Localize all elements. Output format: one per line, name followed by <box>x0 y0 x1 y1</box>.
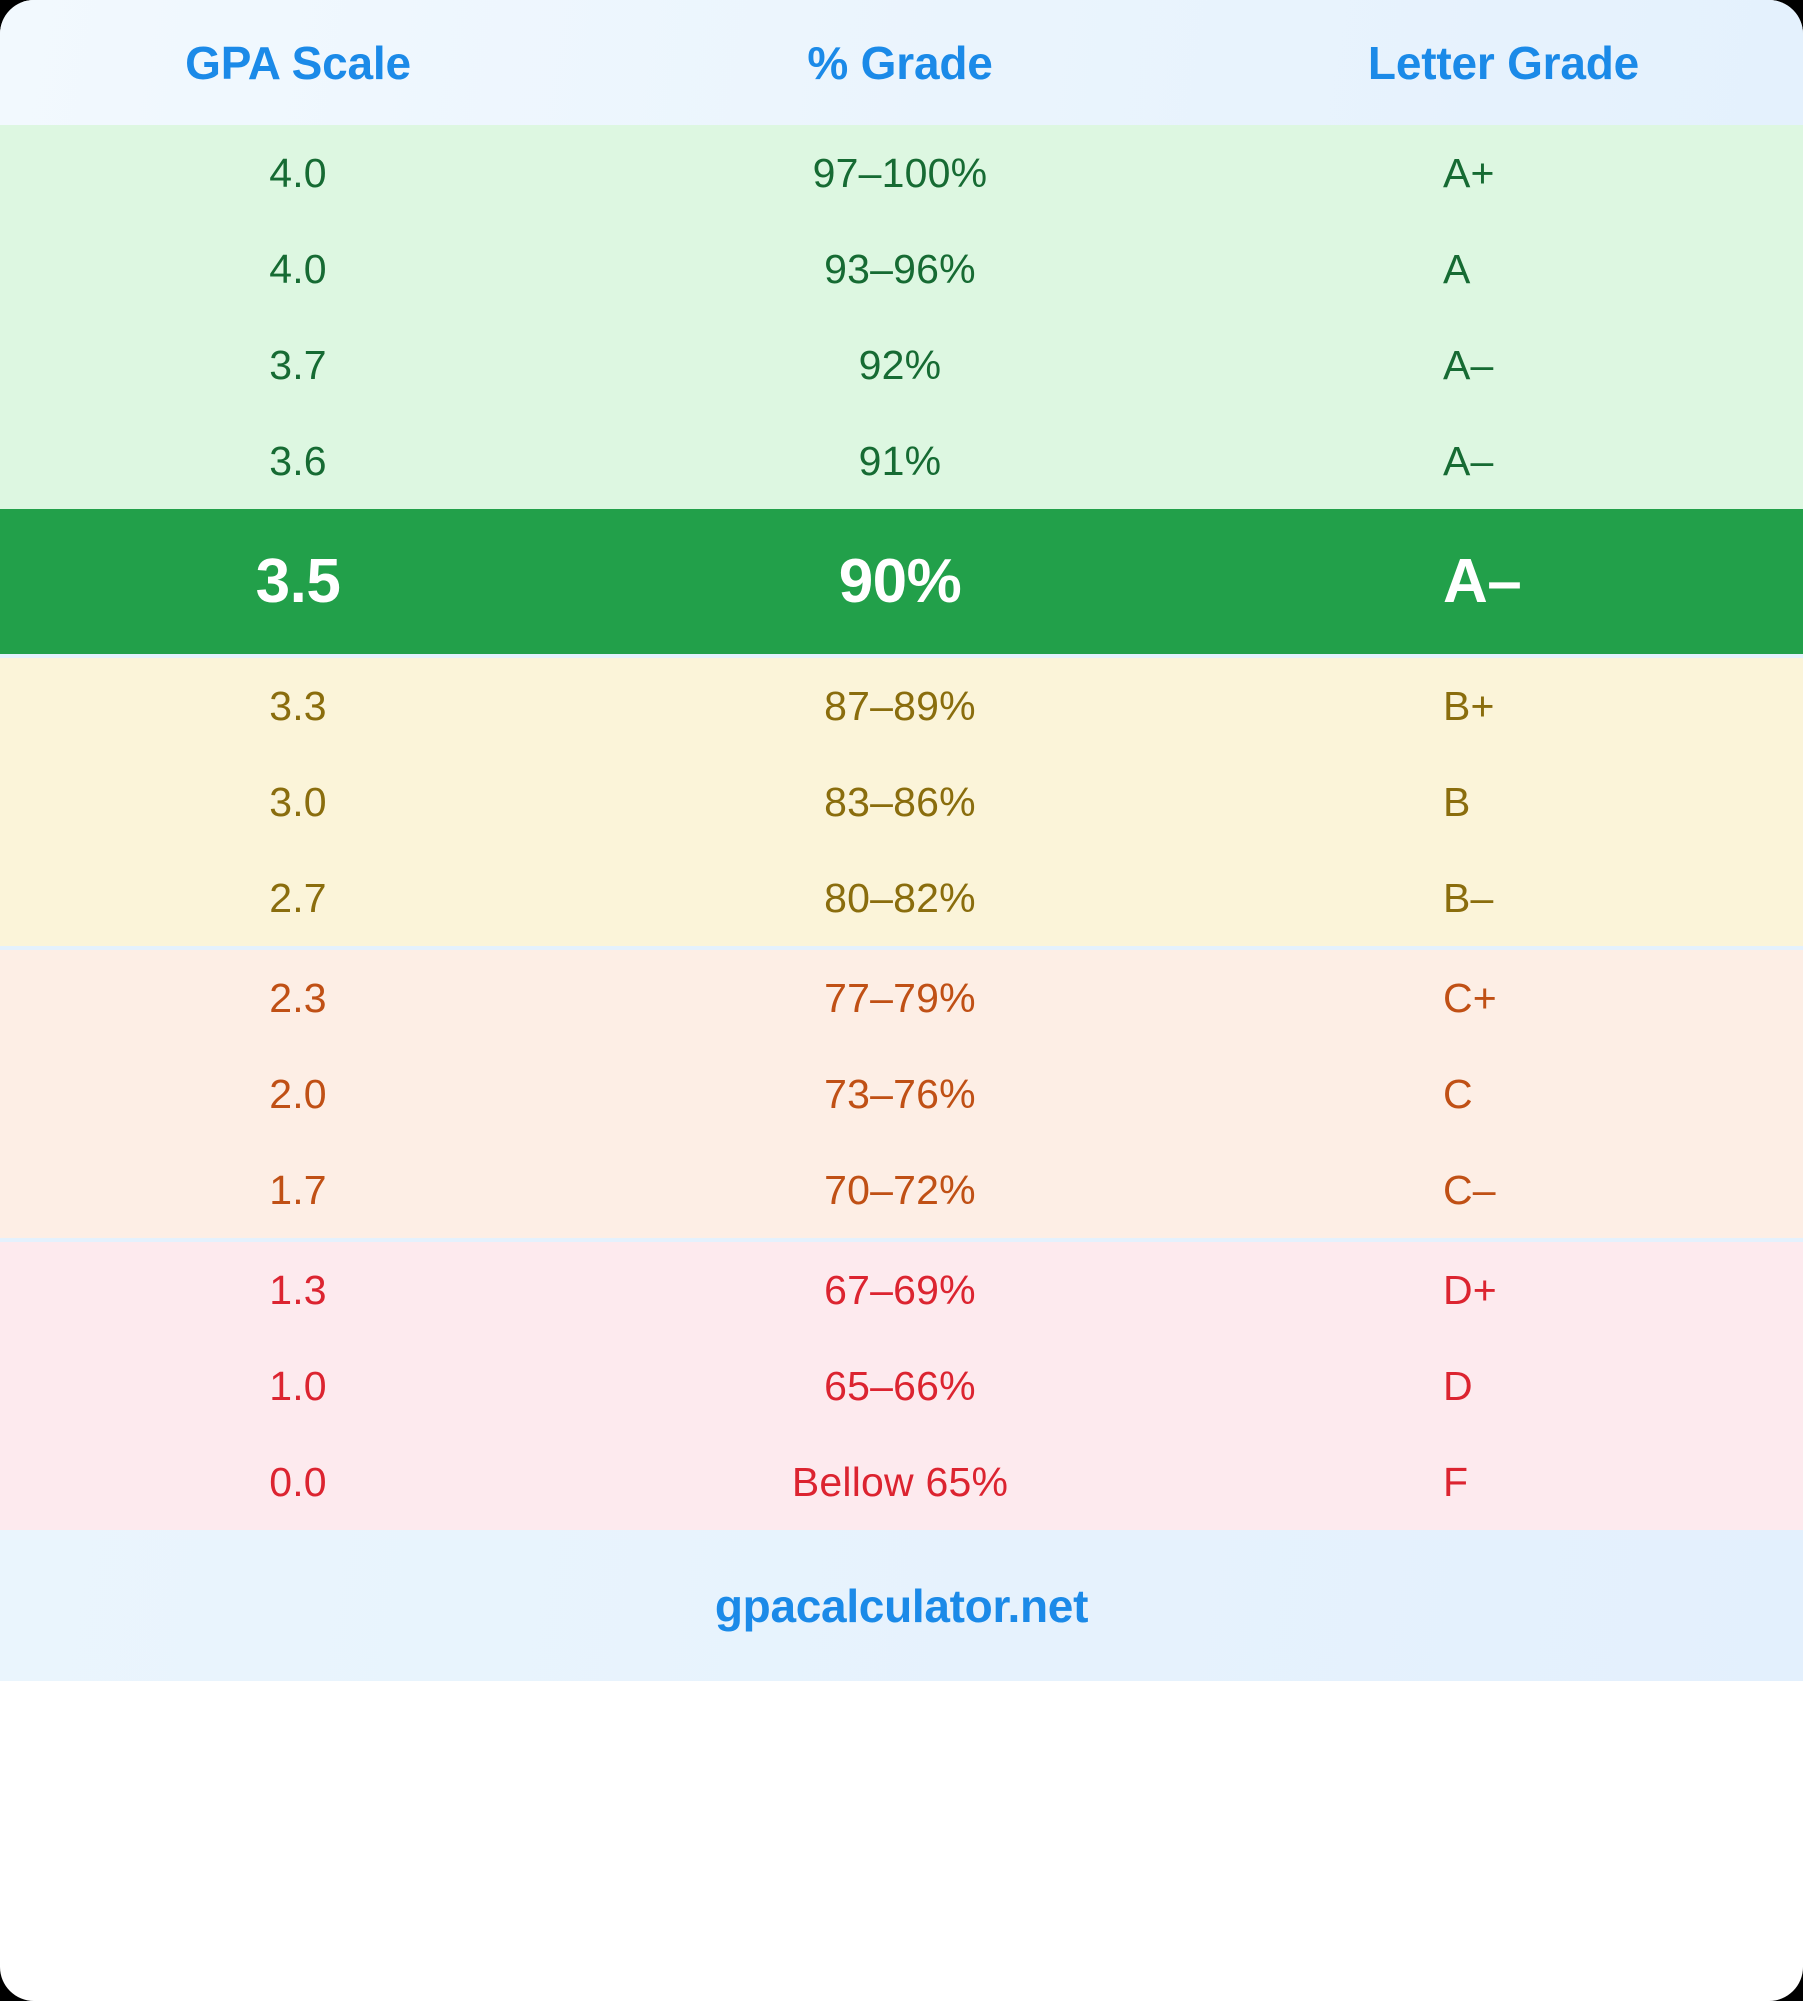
cell-gpa-scale: 1.7 <box>269 1166 327 1213</box>
table-row: 1.3 67–69% D+ <box>0 1242 1803 1338</box>
cell-gpa-scale: 2.7 <box>269 874 327 921</box>
cell-letter-grade: F <box>1443 1458 1469 1505</box>
cell-gpa-scale: 1.3 <box>269 1266 327 1313</box>
cell-letter-grade: C+ <box>1443 974 1497 1021</box>
cell-percent-grade: 91% <box>858 437 942 484</box>
site-brand-label: gpacalculator.net <box>714 1579 1089 1632</box>
cell-percent-grade: 93–96% <box>824 245 976 292</box>
cell-letter-grade: B <box>1443 778 1471 825</box>
cell-percent-grade: 77–79% <box>824 974 976 1021</box>
cell-letter-grade: D+ <box>1443 1266 1497 1313</box>
table-row: 1.7 70–72% C– <box>0 1142 1803 1238</box>
cell-gpa-scale: 1.0 <box>269 1362 327 1409</box>
column-header-letter-grade: Letter Grade <box>1204 0 1803 125</box>
table-row: 2.0 73–76% C <box>0 1046 1803 1142</box>
column-header-percent-grade: % Grade <box>596 0 1204 125</box>
table-row: 1.0 65–66% D <box>0 1338 1803 1434</box>
cell-percent-grade: 80–82% <box>824 874 976 921</box>
table-row: 2.7 80–82% B– <box>0 850 1803 946</box>
table-row: 4.0 97–100% A+ <box>0 125 1803 221</box>
grade-band-red: 1.3 67–69% D+ 1.0 65–66% D 0.0 Bellow 65% F <box>0 1242 1803 1530</box>
cell-gpa-scale: 4.0 <box>269 245 327 292</box>
section-divider <box>0 1238 1803 1242</box>
table-row: 0.0 Bellow 65% F <box>0 1434 1803 1530</box>
column-header-gpa-scale: GPA Scale <box>0 0 596 125</box>
column-header-gpa-scale-label: GPA Scale <box>185 36 411 89</box>
cell-percent-grade: 73–76% <box>824 1070 976 1117</box>
table-row-highlighted: 3.5 90% A– <box>0 509 1803 654</box>
cell-letter-grade: C <box>1443 1070 1473 1117</box>
table-row: 4.0 93–96% A <box>0 221 1803 317</box>
cell-percent-grade: 92% <box>858 341 942 388</box>
cell-percent-grade: 70–72% <box>824 1166 976 1213</box>
table-header: GPA Scale % Grade Letter Grade <box>0 0 1803 125</box>
grade-band-orange: 2.3 77–79% C+ 2.0 73–76% C 1.7 70–72% C– <box>0 950 1803 1238</box>
cell-gpa-scale: 2.3 <box>269 974 327 1021</box>
table-row: 3.6 91% A– <box>0 413 1803 509</box>
section-divider <box>0 946 1803 950</box>
cell-percent-grade: 87–89% <box>824 682 976 729</box>
cell-letter-grade: A <box>1443 245 1471 292</box>
cell-percent-grade: 97–100% <box>812 149 988 196</box>
cell-gpa-scale: 2.0 <box>269 1070 327 1117</box>
cell-gpa-scale: 3.0 <box>269 778 327 825</box>
section-divider <box>0 654 1803 658</box>
cell-percent-grade: 65–66% <box>824 1362 976 1409</box>
cell-letter-grade: D <box>1443 1362 1473 1409</box>
cell-percent-grade: 83–86% <box>824 778 976 825</box>
cell-letter-grade: A– <box>1443 341 1494 388</box>
cell-gpa-scale: 4.0 <box>269 149 327 196</box>
column-header-percent-grade-label: % Grade <box>807 36 993 89</box>
table-row: 3.3 87–89% B+ <box>0 658 1803 754</box>
cell-percent-grade: 90% <box>838 547 962 616</box>
cell-gpa-scale: 3.7 <box>269 341 327 388</box>
cell-gpa-scale: 3.3 <box>269 682 327 729</box>
cell-percent-grade: 67–69% <box>824 1266 976 1313</box>
cell-percent-grade: Bellow 65% <box>791 1458 1009 1505</box>
column-header-letter-grade-label: Letter Grade <box>1367 36 1640 89</box>
cell-gpa-scale: 3.6 <box>269 437 327 484</box>
grade-band-yellow: 3.3 87–89% B+ 3.0 83–86% B 2.7 80–82% B– <box>0 658 1803 946</box>
table-row: 3.7 92% A– <box>0 317 1803 413</box>
table-row: 2.3 77–79% C+ <box>0 950 1803 1046</box>
grade-band-green: 4.0 97–100% A+ 4.0 93–96% A 3.7 92% A– 3.6 91% A– 3.… <box>0 125 1803 654</box>
cell-letter-grade: B– <box>1443 874 1494 921</box>
cell-letter-grade: A– <box>1443 547 1522 616</box>
cell-gpa-scale: 0.0 <box>269 1458 327 1505</box>
grade-table-body: 4.0 97–100% A+ 4.0 93–96% A 3.7 92% A– 3.6 91% A– 3.… <box>0 125 1803 1530</box>
cell-gpa-scale: 3.5 <box>255 547 341 616</box>
cell-letter-grade: B+ <box>1443 682 1495 729</box>
cell-letter-grade: A– <box>1443 437 1494 484</box>
cell-letter-grade: C– <box>1443 1166 1496 1213</box>
cell-letter-grade: A+ <box>1443 149 1495 196</box>
table-row: 3.0 83–86% B <box>0 754 1803 850</box>
card-footer: gpacalculator.net <box>0 1530 1803 1681</box>
